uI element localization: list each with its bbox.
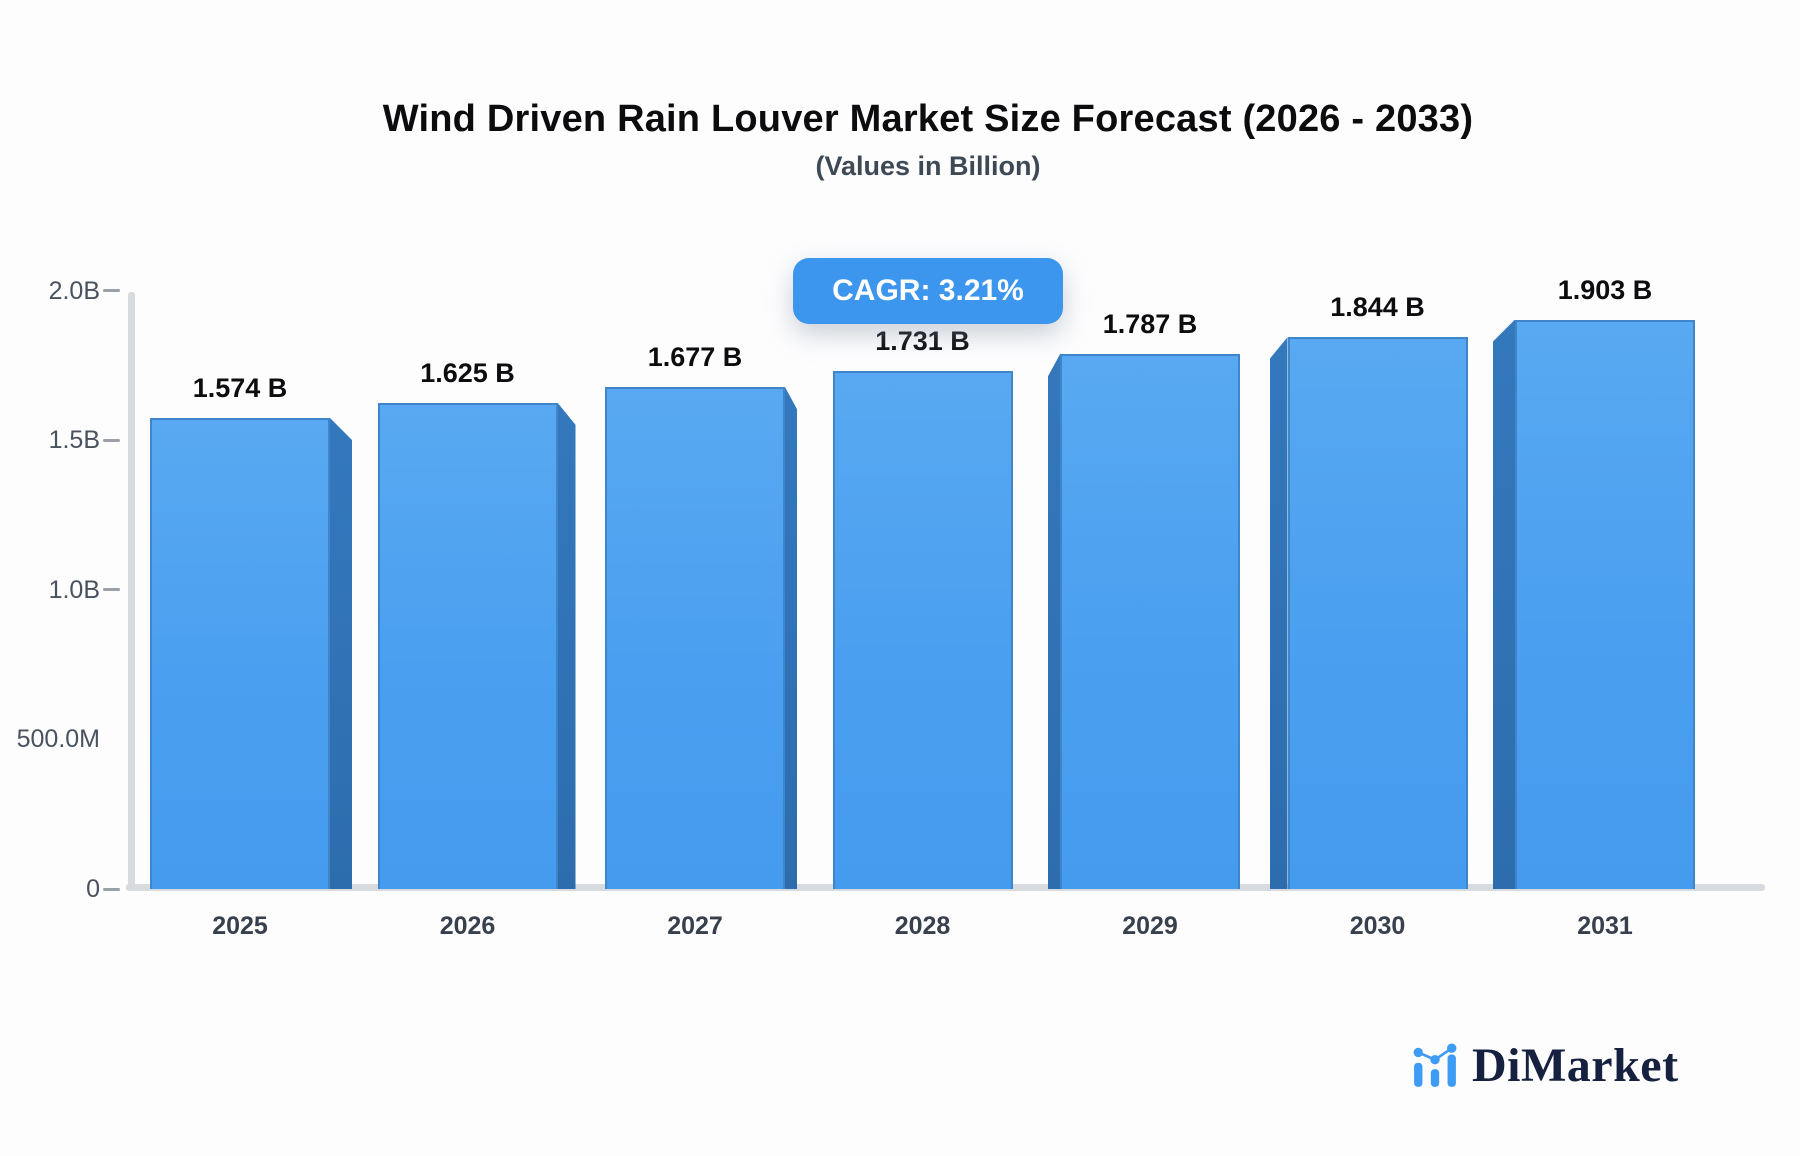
cagr-badge: CAGR: 3.21% (793, 258, 1063, 324)
bar-2027 (605, 387, 785, 889)
bar-3d-side-2031 (1493, 319, 1515, 889)
y-axis-tick-label: 1.0B (48, 575, 100, 604)
bar-value-label-2027: 1.677 B (647, 342, 743, 373)
y-axis-tick-mark (103, 887, 120, 891)
y-axis-line (128, 292, 135, 889)
bar-2029 (1060, 354, 1240, 889)
bar-3d-side-2026 (557, 402, 576, 889)
bar-2030 (1287, 337, 1468, 889)
brand-logo-text: DiMarket (1472, 1039, 1679, 1092)
bar-3d-side-2027 (785, 387, 797, 889)
y-axis-tick-label: 2.0B (48, 276, 100, 305)
bar-value-label-2031: 1.903 B (1557, 274, 1653, 305)
bar-value-label-2030: 1.844 B (1330, 292, 1425, 323)
x-axis-label-2026: 2026 (439, 912, 496, 940)
bar-3d-side-2029 (1048, 354, 1060, 889)
brand-logo-icon (1413, 1043, 1457, 1087)
x-axis-label-2027: 2027 (667, 912, 723, 940)
brand-logo: DiMarket (1412, 1038, 1679, 1094)
y-axis-tick-label: 500.0M (16, 725, 100, 754)
y-axis-tick-mark (103, 588, 120, 592)
x-axis-label-2029: 2029 (1122, 912, 1178, 940)
y-axis-tick-mark (103, 289, 120, 292)
chart-title: Wind Driven Rain Louver Market Size Fore… (382, 98, 1474, 140)
bar-value-label-2026: 1.625 B (420, 357, 515, 388)
bar-2025 (150, 417, 330, 889)
x-axis-label-2028: 2028 (894, 912, 951, 940)
bar-value-label-2025: 1.574 B (192, 372, 288, 403)
bar-value-label-2028: 1.731 B (875, 325, 970, 356)
bar-3d-side-2025 (330, 417, 352, 889)
x-axis-label-2030: 2030 (1349, 912, 1406, 940)
bar-2026 (377, 402, 558, 889)
bar-3d-side-2030 (1269, 337, 1288, 889)
y-axis-tick-mark (103, 438, 120, 442)
y-axis-tick-label: 1.5B (48, 426, 100, 455)
bar-value-label-2029: 1.787 B (1102, 309, 1198, 340)
bar-2031 (1515, 319, 1695, 889)
chart-header: Wind Driven Rain Louver Market Size Fore… (0, 96, 1800, 182)
x-axis-label-2025: 2025 (212, 912, 268, 940)
x-axis-label-2031: 2031 (1577, 912, 1633, 940)
chart-subtitle: (Values in Billion) (815, 151, 1041, 181)
y-axis-tick-label: 0 (86, 875, 100, 903)
bar-2028 (832, 370, 1013, 889)
